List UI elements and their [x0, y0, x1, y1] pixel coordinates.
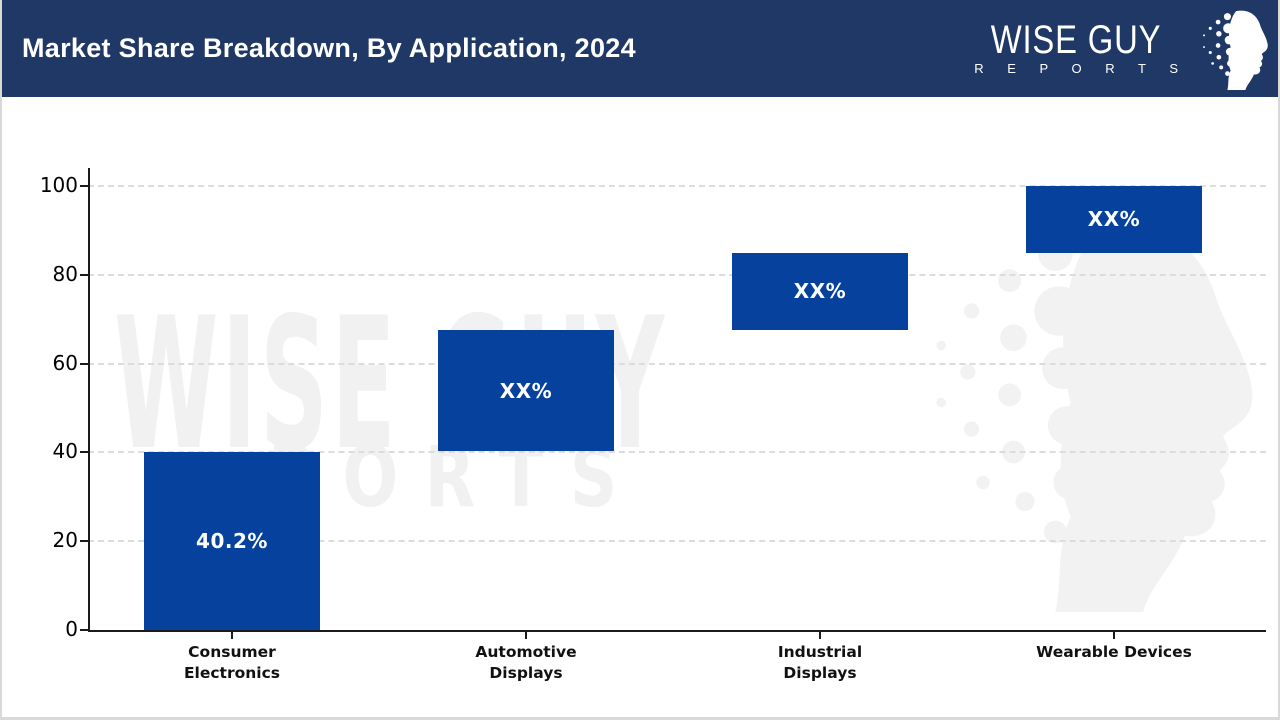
x-tick-mark [231, 632, 233, 639]
bar-value-label: XX% [499, 378, 553, 403]
header-bar: Market Share Breakdown, By Application, … [2, 0, 1278, 97]
x-tick-mark [1113, 632, 1115, 639]
y-tick-label: 20 [52, 528, 78, 553]
y-tick-mark [80, 540, 88, 543]
y-gridline [88, 185, 1266, 187]
y-tick-mark [80, 273, 88, 276]
bar-value-label: 40.2% [196, 528, 268, 553]
category-label: Automotive Displays [475, 643, 577, 682]
y-gridline [88, 540, 1266, 543]
logo-subtitle: R E P O R T S [974, 61, 1188, 76]
bar-value-label: XX% [793, 279, 847, 304]
y-tick-label: 100 [39, 173, 78, 197]
bar-automotive-displays: XX% [438, 329, 614, 452]
logo-text: WISE GUY R E P O R T S [964, 18, 1188, 76]
x-tick-mark [525, 632, 527, 639]
y-tick-label: 0 [65, 617, 78, 641]
wise-guy-logo: WISE GUY R E P O R T S [964, 7, 1268, 91]
y-tick-mark [80, 451, 88, 454]
y-tick-mark [80, 185, 88, 187]
x-tick-mark [819, 632, 821, 639]
y-tick-label: 80 [52, 261, 78, 286]
chart-title: Market Share Breakdown, By Application, … [22, 33, 636, 63]
y-gridline [88, 362, 1266, 365]
x-axis-line [88, 630, 1266, 632]
y-tick-label: 40 [52, 439, 78, 464]
y-tick-label: 60 [52, 350, 78, 375]
bar-value-label: XX% [1087, 207, 1141, 232]
y-axis-line [88, 168, 90, 632]
bar-wearable-devices: XX% [1026, 186, 1202, 253]
logo-wordmark: WISE GUY [990, 18, 1162, 62]
y-tick-mark [80, 362, 88, 365]
category-label: Consumer Electronics [183, 643, 281, 682]
bar-industrial-displays: XX% [732, 252, 908, 330]
y-tick-mark [80, 629, 88, 631]
bar-consumer-electronics: 40.2% [144, 451, 320, 630]
logo-face-icon [1203, 10, 1268, 90]
category-label: Industrial Displays [777, 643, 863, 682]
category-label: Wearable Devices [1036, 643, 1192, 661]
y-gridline [88, 451, 1266, 454]
watermark-face [936, 224, 1253, 612]
y-gridline [88, 273, 1266, 276]
